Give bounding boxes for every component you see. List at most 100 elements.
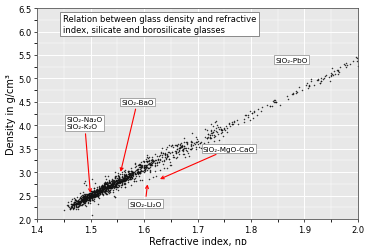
Point <box>81 197 87 201</box>
Point <box>81 197 87 201</box>
Point <box>144 153 150 158</box>
Point <box>122 175 128 179</box>
Point <box>75 198 81 202</box>
Point <box>104 186 110 190</box>
Point <box>114 180 120 184</box>
Point <box>162 155 168 159</box>
Point <box>211 129 217 133</box>
Point <box>88 192 94 196</box>
Point <box>112 182 118 186</box>
Point <box>93 188 99 192</box>
Point <box>118 179 124 183</box>
Point <box>177 143 183 147</box>
Point <box>73 207 78 211</box>
Point <box>147 170 153 174</box>
Point <box>115 185 121 189</box>
Point <box>113 187 119 192</box>
Point <box>133 172 139 176</box>
Point <box>91 193 97 197</box>
Point <box>127 173 132 177</box>
Point <box>119 170 125 174</box>
Point <box>272 101 278 105</box>
Point <box>122 185 128 190</box>
Point <box>130 172 136 176</box>
Point <box>79 199 85 203</box>
Point <box>76 202 82 206</box>
Point <box>174 148 180 152</box>
Point <box>168 145 174 149</box>
Point <box>82 192 88 196</box>
Point <box>129 173 135 177</box>
Point <box>118 185 124 190</box>
Point <box>71 203 77 207</box>
Point <box>94 189 100 193</box>
Point <box>144 159 150 163</box>
Point <box>221 126 227 130</box>
Point <box>129 176 135 180</box>
Point <box>133 174 139 178</box>
Point <box>125 174 131 178</box>
Point <box>102 190 108 194</box>
Point <box>140 159 146 163</box>
Point <box>91 192 97 196</box>
Point <box>110 179 116 183</box>
Point <box>80 199 85 203</box>
Point <box>120 176 126 180</box>
Point <box>109 181 115 185</box>
Point <box>331 70 337 74</box>
Point <box>74 199 80 203</box>
Point <box>105 184 111 188</box>
Point <box>89 197 95 201</box>
Text: SiO₂-Na₂O
SiO₂-K₂O: SiO₂-Na₂O SiO₂-K₂O <box>67 117 102 192</box>
Point <box>117 180 123 184</box>
Point <box>116 175 122 179</box>
Point <box>228 125 233 129</box>
Point <box>88 189 94 193</box>
Point <box>303 84 309 88</box>
Point <box>87 194 92 198</box>
Point <box>87 197 93 201</box>
Point <box>147 169 153 173</box>
Point <box>205 132 211 136</box>
Point <box>118 178 124 182</box>
Point <box>137 162 143 166</box>
Point <box>138 164 144 168</box>
Point <box>268 105 273 109</box>
Point <box>96 193 102 197</box>
Point <box>84 199 90 203</box>
Point <box>112 176 118 180</box>
Point <box>124 177 130 181</box>
Point <box>83 196 88 200</box>
Point <box>127 177 133 181</box>
Point <box>88 196 94 200</box>
Point <box>326 76 332 80</box>
Point <box>107 185 113 189</box>
Point <box>73 205 79 209</box>
Point <box>85 199 91 203</box>
Point <box>77 196 83 200</box>
Point <box>123 174 129 178</box>
Point <box>245 115 251 119</box>
Point <box>120 180 125 184</box>
Point <box>188 143 194 147</box>
Point <box>207 134 213 138</box>
Point <box>128 175 134 179</box>
Point <box>212 120 218 124</box>
Point <box>354 57 360 61</box>
Point <box>91 191 97 195</box>
Point <box>111 185 117 189</box>
Point <box>329 67 335 71</box>
Point <box>174 151 179 155</box>
Point <box>120 178 125 182</box>
Point <box>216 139 222 143</box>
Point <box>86 195 92 199</box>
Point <box>98 189 104 193</box>
Point <box>173 149 179 153</box>
Point <box>97 192 102 196</box>
Point <box>99 183 105 187</box>
Point <box>149 161 155 165</box>
Point <box>189 131 195 135</box>
Point <box>75 199 81 203</box>
Point <box>81 196 87 200</box>
Point <box>161 160 167 164</box>
